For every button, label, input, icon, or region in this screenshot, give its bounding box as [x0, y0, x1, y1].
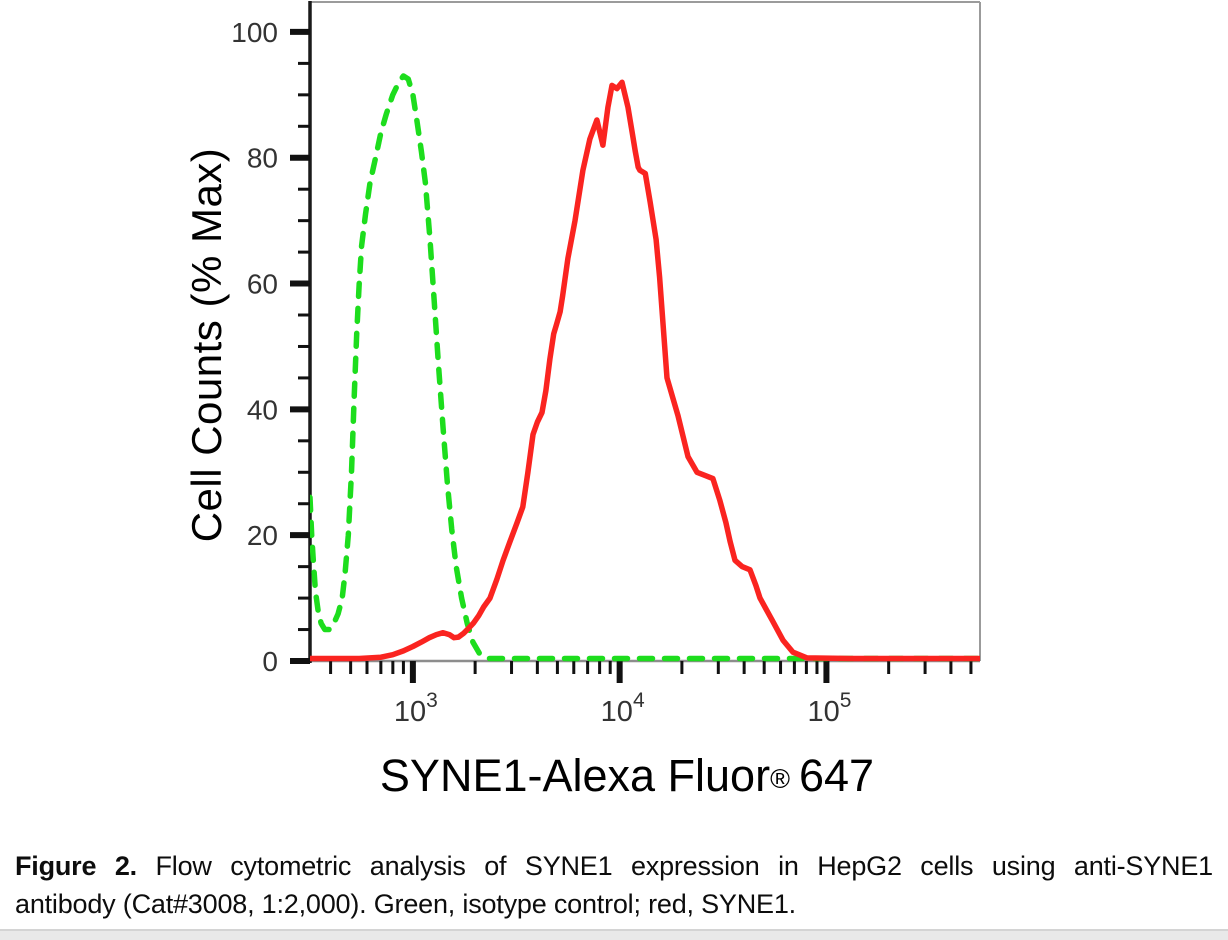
x-axis-title-number: 647	[798, 750, 875, 801]
svg-text:103: 103	[394, 689, 438, 728]
svg-text:40: 40	[247, 394, 278, 425]
x-axis-title-text: SYNE1-Alexa Fluor	[379, 750, 771, 801]
svg-text:60: 60	[247, 269, 278, 300]
svg-text:100: 100	[231, 17, 278, 48]
svg-text:20: 20	[247, 520, 278, 551]
caption-line-1-text: Flow cytometric analysis of SYNE1 expres…	[155, 851, 1213, 881]
x-axis-title: SYNE1-Alexa Fluor® 647	[292, 750, 962, 802]
svg-text:105: 105	[807, 689, 851, 728]
caption-line-1: Figure 2. Flow cytometric analysis of SY…	[15, 847, 1213, 885]
y-axis-title: Cell Counts (% Max)	[183, 147, 230, 543]
flow-histogram-canvas: 0 20 40 60 80 100 103 104 105	[231, 1, 981, 728]
page-bottom-strip	[0, 929, 1228, 940]
svg-text:80: 80	[247, 143, 278, 174]
caption-line-2: antibody (Cat#3008, 1:2,000). Green, iso…	[15, 889, 796, 919]
figure-caption: Figure 2. Flow cytometric analysis of SY…	[0, 847, 1228, 923]
caption-figure-label: Figure 2.	[15, 851, 137, 881]
registered-trademark-symbol: ®	[770, 764, 790, 794]
svg-text:0: 0	[262, 646, 278, 677]
svg-text:104: 104	[601, 689, 645, 728]
